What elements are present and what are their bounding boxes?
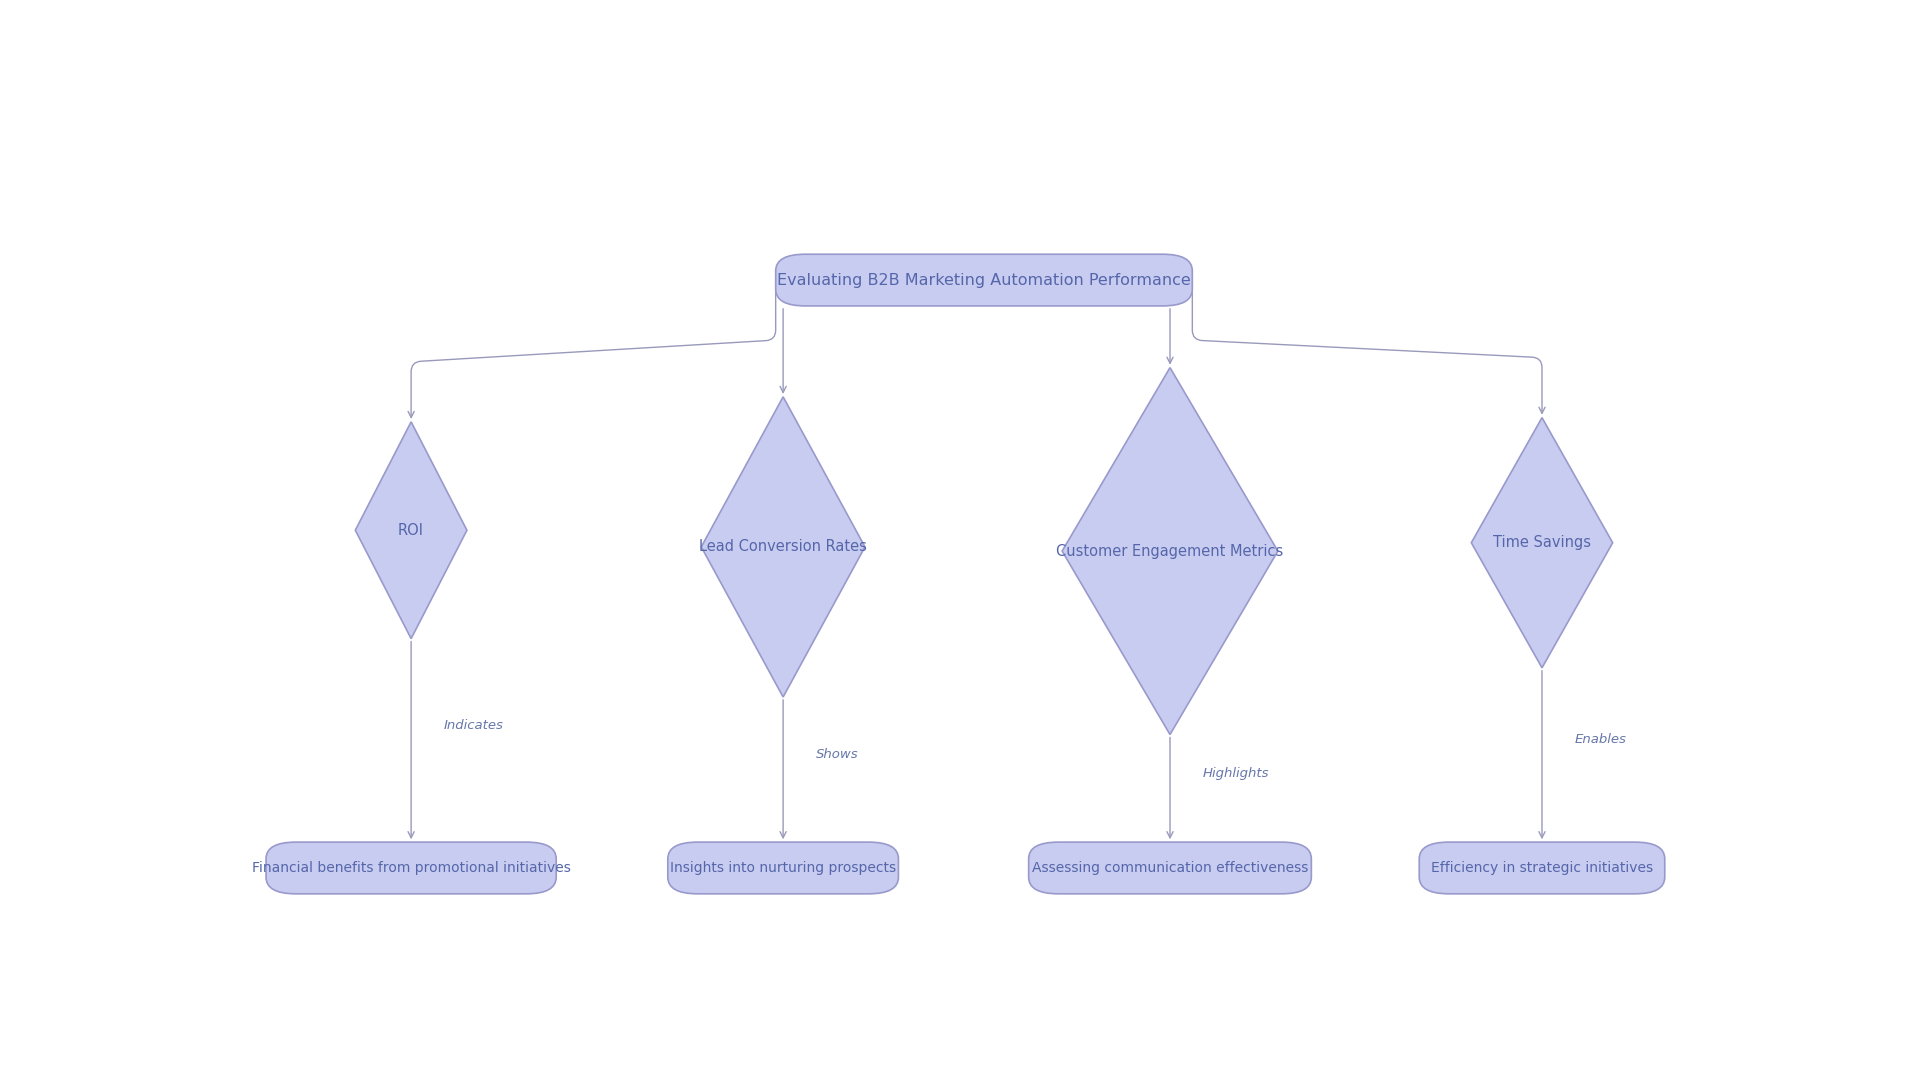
Text: Indicates: Indicates: [444, 719, 503, 732]
Text: Customer Engagement Metrics: Customer Engagement Metrics: [1056, 544, 1284, 559]
FancyBboxPatch shape: [1029, 843, 1311, 893]
Polygon shape: [355, 421, 467, 639]
Text: ROI: ROI: [397, 523, 424, 538]
Text: Insights into nurturing prospects: Insights into nurturing prospects: [670, 861, 897, 875]
Polygon shape: [701, 396, 864, 697]
Text: Efficiency in strategic initiatives: Efficiency in strategic initiatives: [1430, 861, 1653, 875]
FancyBboxPatch shape: [776, 255, 1192, 305]
Text: Highlights: Highlights: [1202, 767, 1269, 780]
Text: Time Savings: Time Savings: [1494, 535, 1592, 550]
Text: Assessing communication effectiveness: Assessing communication effectiveness: [1031, 861, 1308, 875]
Text: Lead Conversion Rates: Lead Conversion Rates: [699, 539, 868, 554]
Polygon shape: [1471, 418, 1613, 668]
Polygon shape: [1062, 367, 1279, 734]
FancyBboxPatch shape: [668, 843, 899, 893]
Text: Financial benefits from promotional initiatives: Financial benefits from promotional init…: [252, 861, 570, 875]
FancyBboxPatch shape: [1419, 843, 1665, 893]
Text: Shows: Shows: [816, 748, 858, 761]
Text: Evaluating B2B Marketing Automation Performance: Evaluating B2B Marketing Automation Perf…: [778, 273, 1190, 288]
Text: Enables: Enables: [1574, 733, 1626, 746]
FancyBboxPatch shape: [267, 843, 557, 893]
